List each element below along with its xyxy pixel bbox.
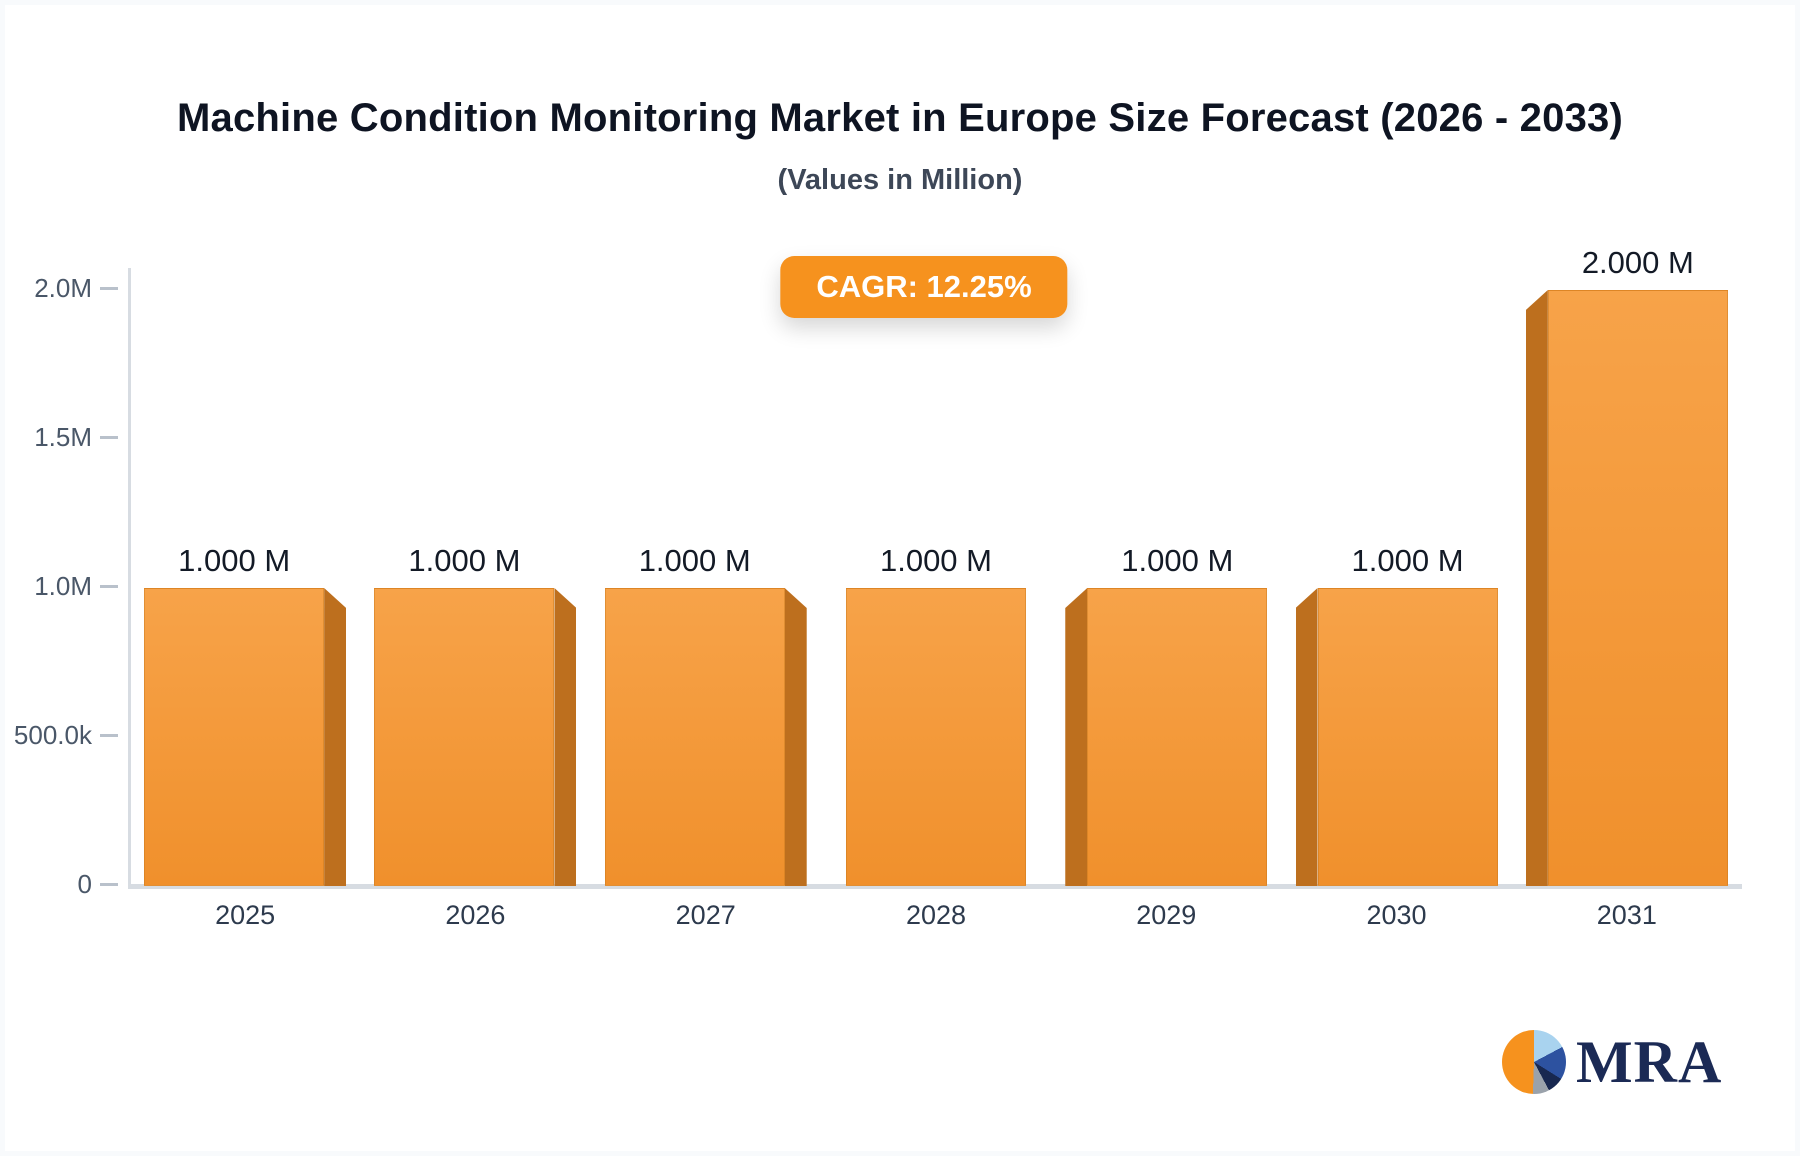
bar-2028: 1.000 M: [845, 543, 1026, 886]
y-axis-tick-label: 0: [77, 869, 92, 899]
bar-2029: 1.000 M: [1065, 543, 1268, 886]
x-axis-label: 2026: [445, 900, 506, 930]
y-axis-tick-mark: [100, 436, 118, 439]
x-axis-label: 2027: [675, 900, 736, 930]
bar-value-label: 1.000 M: [879, 543, 992, 578]
pie-chart-icon: [1502, 1030, 1566, 1094]
bar-slot: 1.000 M: [1051, 290, 1281, 886]
chart-subtitle: (Values in Million): [777, 164, 1023, 196]
x-axis-label: 2030: [1366, 900, 1427, 930]
y-axis-tick-label: 2.0M: [34, 273, 92, 303]
bar-side-shade: [554, 588, 577, 886]
bar-2026: 1.000 M: [374, 543, 577, 886]
brand-logo: MRA: [1502, 1030, 1722, 1094]
x-axis-label: 2031: [1596, 900, 1657, 930]
bar-face: [1547, 290, 1728, 886]
bar-slot: 1.000 M: [821, 290, 1051, 886]
bar-face: [144, 588, 325, 886]
bar-face: [604, 588, 785, 886]
chart-title: Machine Condition Monitoring Market in E…: [177, 96, 1623, 140]
bar-side-shade: [784, 588, 807, 886]
bar-value-label: 1.000 M: [408, 543, 521, 578]
bar-slot: 1.000 M: [591, 290, 821, 886]
bar-value-label: 1.000 M: [1351, 543, 1464, 578]
y-axis-tick-label: 1.0M: [34, 571, 92, 601]
bar-slot: 2.000 M: [1512, 245, 1742, 886]
bar-side-shade: [1065, 588, 1088, 886]
bar-value-label: 2.000 M: [1581, 245, 1694, 280]
bar-2027: 1.000 M: [604, 543, 807, 886]
bar-side-shade: [1525, 290, 1548, 886]
bar-face: [1317, 588, 1498, 886]
x-axis-label: 2029: [1136, 900, 1197, 930]
bar-value-label: 1.000 M: [178, 543, 291, 578]
bar-value-label: 1.000 M: [638, 543, 751, 578]
y-axis-tick-mark: [100, 734, 118, 737]
bar-side-shade: [1295, 588, 1318, 886]
bar-face: [374, 588, 555, 886]
x-axis-labels: 2025 2026 2027 2028 2029 2030 2031: [130, 900, 1742, 931]
brand-logo-text: MRA: [1576, 1029, 1723, 1095]
x-axis-baseline: [128, 884, 1742, 889]
bar-2030: 1.000 M: [1295, 543, 1498, 886]
bar-2025: 1.000 M: [144, 543, 347, 886]
cagr-badge: CAGR: 12.25%: [780, 256, 1068, 318]
bar-value-label: 1.000 M: [1121, 543, 1234, 578]
y-axis-tick-label: 1.5M: [34, 422, 92, 452]
y-axis-tick-mark: [100, 883, 118, 886]
x-axis-label: 2025: [215, 900, 276, 930]
plot-area: 1.000 M 1.000 M 1.000 M 1.000 M 1.000 M 1.000…: [130, 245, 1742, 886]
bar-slot: 1.000 M: [1281, 290, 1511, 886]
y-axis-line: [128, 268, 131, 889]
bar-side-shade: [324, 588, 347, 886]
bar-slot: 1.000 M: [360, 290, 590, 886]
bar-slot: 1.000 M: [130, 290, 360, 886]
x-axis-label: 2028: [905, 900, 967, 930]
bar-face: [1087, 588, 1268, 886]
bar-2031: 2.000 M: [1525, 245, 1728, 886]
bar-face: [845, 588, 1026, 886]
y-axis-tick-mark: [100, 585, 118, 588]
y-axis-tick-label: 500.0k: [13, 720, 92, 750]
y-axis-tick-mark: [100, 287, 118, 290]
